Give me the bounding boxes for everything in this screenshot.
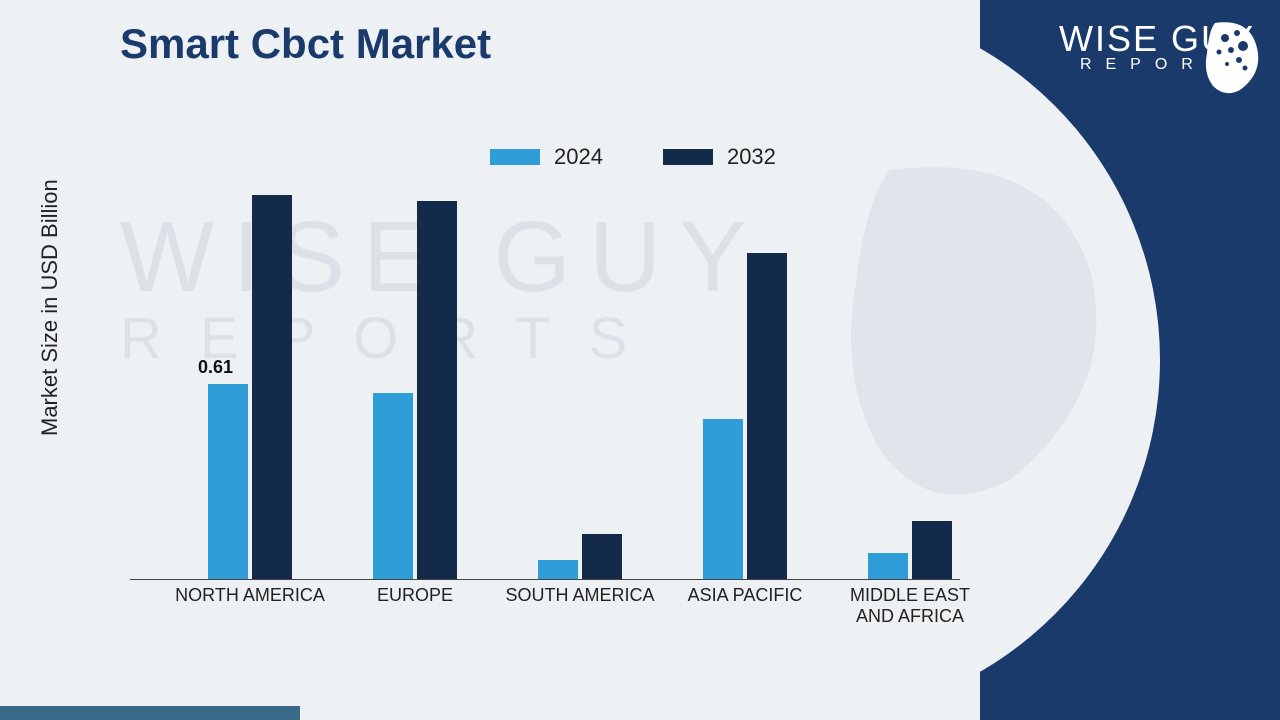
legend-label-2024: 2024: [554, 144, 603, 170]
x-axis-label: ASIA PACIFIC: [665, 585, 825, 606]
x-axis-label: SOUTH AMERICA: [500, 585, 660, 606]
chart-title: Smart Cbct Market: [120, 20, 491, 68]
bar-2032: [582, 534, 622, 579]
bar-2032: [252, 195, 292, 579]
bar-chart: Market Size in USD Billion 2024 2032 0.6…: [60, 150, 980, 670]
x-axis-label: MIDDLE EAST AND AFRICA: [830, 585, 990, 626]
legend-swatch-2024: [490, 149, 540, 165]
logo-head-icon: [1195, 18, 1265, 98]
legend-item-2032: 2032: [663, 144, 776, 170]
bar-2032: [747, 253, 787, 579]
x-axis-label: EUROPE: [335, 585, 495, 606]
brand-logo: WISE GUY REPORTS: [1005, 18, 1255, 74]
bar-2032: [912, 521, 952, 579]
legend-item-2024: 2024: [490, 144, 603, 170]
bar-2024: [703, 419, 743, 579]
bar-2024: [868, 553, 908, 579]
bar-2024: [208, 384, 248, 579]
legend-swatch-2032: [663, 149, 713, 165]
bar-2024: [373, 393, 413, 579]
y-axis-label: Market Size in USD Billion: [37, 179, 63, 436]
plot-area: 0.61NORTH AMERICAEUROPESOUTH AMERICAASIA…: [130, 180, 960, 580]
bottom-strip: [0, 706, 300, 720]
legend-label-2032: 2032: [727, 144, 776, 170]
chart-legend: 2024 2032: [490, 144, 776, 170]
value-label: 0.61: [198, 357, 233, 378]
bar-2032: [417, 201, 457, 579]
bar-2024: [538, 560, 578, 579]
x-axis-label: NORTH AMERICA: [170, 585, 330, 606]
